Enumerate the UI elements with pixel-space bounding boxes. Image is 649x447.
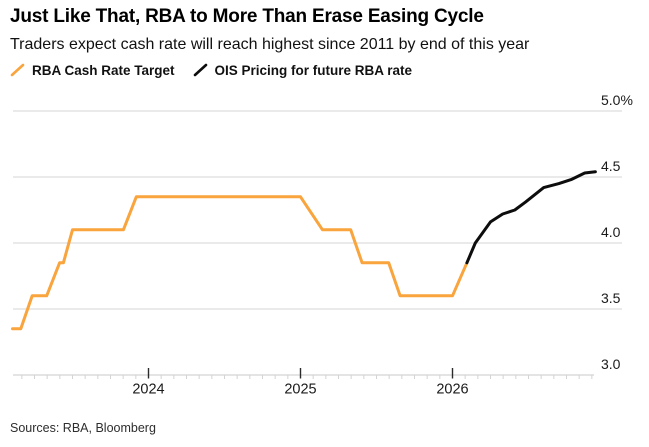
source-note: Sources: RBA, Bloomberg: [10, 421, 156, 435]
y-axis-label: 4.0: [601, 224, 621, 240]
y-axis-label: 3.5: [601, 290, 621, 306]
rba-cash-rate-line: [11, 195, 469, 331]
x-axis-label: 2025: [284, 382, 316, 398]
x-axis-label: 2024: [132, 382, 164, 398]
y-axis-label: 3.0: [601, 356, 621, 372]
legend-label-rba: RBA Cash Rate Target: [32, 62, 175, 78]
rba-line-swatch-icon: [10, 63, 25, 77]
y-axis-label: 5.0%: [601, 92, 633, 108]
y-axis-label: 4.5: [601, 158, 621, 174]
x-axis-label: 2026: [436, 382, 468, 398]
legend-label-ois: OIS Pricing for future RBA rate: [214, 62, 413, 78]
legend-item-ois-pricing: OIS Pricing for future RBA rate: [193, 62, 413, 78]
chart-title: Just Like That, RBA to More Than Erase E…: [10, 6, 484, 27]
chart-subtitle: Traders expect cash rate will reach high…: [10, 36, 530, 53]
ois-line-swatch-icon: [193, 63, 207, 77]
legend-item-rba-cash-rate: RBA Cash Rate Target: [10, 62, 175, 78]
legend: RBA Cash Rate Target OIS Pricing for fut…: [10, 62, 412, 78]
ois-pricing-line: [465, 170, 597, 265]
